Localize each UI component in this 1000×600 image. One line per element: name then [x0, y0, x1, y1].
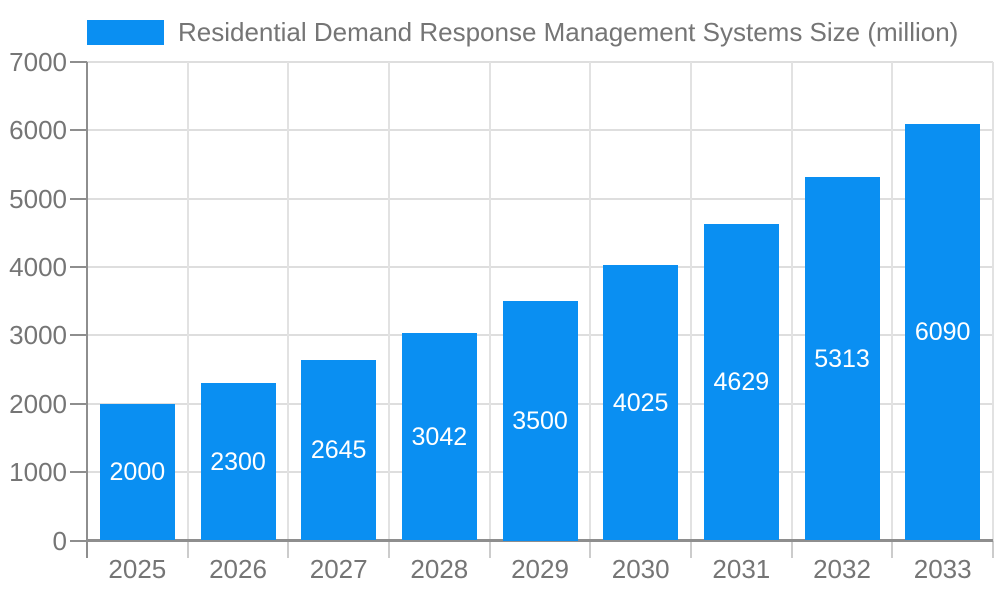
y-tick	[70, 266, 87, 269]
x-gridline	[589, 62, 592, 541]
bar-value-label: 4629	[713, 368, 770, 397]
y-axis-label: 7000	[9, 47, 67, 77]
y-gridline	[87, 197, 993, 200]
legend: Residential Demand Response Management S…	[87, 18, 958, 46]
x-tick	[589, 540, 592, 558]
x-tick	[992, 540, 994, 558]
y-axis-label: 6000	[9, 115, 67, 146]
x-gridline	[891, 62, 894, 541]
bar-value-label: 2000	[109, 458, 166, 487]
y-gridline	[87, 266, 993, 269]
x-tick	[891, 540, 894, 558]
y-tick	[70, 539, 87, 542]
bar	[401, 332, 477, 541]
bar	[200, 383, 276, 541]
x-tick	[488, 540, 491, 558]
x-axis-label: 2029	[511, 554, 569, 584]
x-gridline	[388, 62, 390, 541]
y-tick	[70, 197, 87, 200]
x-axis-label: 2026	[209, 554, 267, 584]
y-axis-label: 1000	[9, 457, 67, 488]
x-gridline	[790, 62, 793, 541]
y-gridline	[87, 61, 993, 63]
x-axis-label: 2028	[410, 554, 469, 584]
x-tick	[690, 540, 692, 558]
x-axis-line	[86, 539, 993, 542]
bar	[905, 124, 981, 541]
y-axis-label: 0	[52, 525, 67, 556]
x-gridline	[992, 62, 994, 541]
x-axis-label: 2027	[309, 554, 368, 584]
bar	[703, 224, 779, 541]
bar-value-label: 5313	[814, 344, 870, 373]
x-gridline	[690, 62, 692, 541]
x-gridline	[186, 62, 189, 541]
y-axis-label: 5000	[9, 183, 67, 214]
x-axis-label: 2025	[108, 554, 167, 584]
bar	[603, 265, 679, 541]
x-tick	[287, 540, 290, 558]
x-tick	[790, 540, 793, 558]
y-tick	[70, 334, 87, 337]
bar	[804, 177, 880, 541]
x-tick	[388, 540, 390, 558]
bar-value-label: 3500	[512, 406, 568, 435]
bar	[502, 301, 578, 541]
bar-value-label: 2300	[210, 447, 266, 476]
y-tick	[70, 61, 87, 63]
y-axis-line	[86, 62, 88, 558]
x-gridline	[488, 62, 491, 541]
y-tick	[70, 471, 87, 474]
bar-value-label: 2645	[310, 436, 367, 465]
x-axis-label: 2031	[712, 554, 771, 584]
y-axis-label: 2000	[9, 388, 67, 419]
bar	[99, 403, 175, 541]
y-tick	[70, 402, 87, 405]
legend-label: Residential Demand Response Management S…	[178, 17, 959, 47]
bar-value-label: 4025	[612, 388, 669, 417]
x-axis-label: 2032	[813, 554, 871, 584]
legend-swatch	[87, 19, 164, 45]
y-gridline	[87, 129, 993, 132]
y-axis-label: 4000	[9, 252, 67, 283]
bar	[301, 359, 377, 541]
x-tick	[186, 540, 189, 558]
x-gridline	[287, 62, 290, 541]
x-axis-label: 2033	[913, 554, 972, 584]
bar-value-label: 3042	[411, 422, 468, 451]
x-axis-label: 2030	[611, 554, 670, 584]
bar-value-label: 6090	[914, 318, 971, 347]
y-tick	[70, 129, 87, 132]
y-axis-label: 3000	[9, 320, 67, 351]
